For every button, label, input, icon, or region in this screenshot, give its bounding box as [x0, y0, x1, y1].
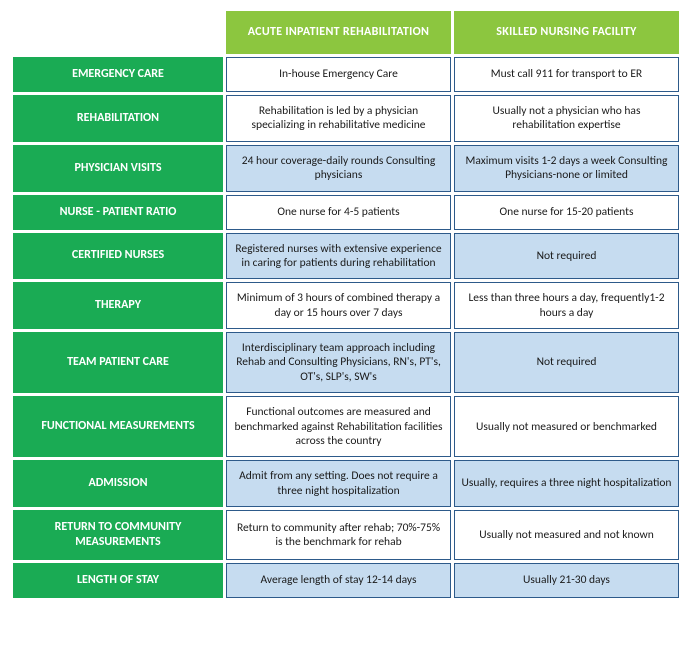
- cell: Usually 21-30 days: [454, 563, 679, 598]
- cell: Usually not measured or benchmarked: [454, 396, 679, 457]
- cell: Functional outcomes are measured and ben…: [226, 396, 451, 457]
- cell: Not required: [454, 233, 679, 280]
- table-row: TEAM PATIENT CAREInterdisciplinary team …: [13, 332, 679, 393]
- cell: Registered nurses with extensive experie…: [226, 233, 451, 280]
- table-row: REHABILITATIONRehabilitation is led by a…: [13, 95, 679, 142]
- cell: Interdisciplinary team approach includin…: [226, 332, 451, 393]
- row-header: NURSE - PATIENT RATIO: [13, 195, 223, 230]
- table-row: EMERGENCY CAREIn-house Emergency CareMus…: [13, 57, 679, 92]
- cell: Usually, requires a three night hospital…: [454, 460, 679, 507]
- col-header-acute: ACUTE INPATIENT REHABILITATION: [226, 11, 451, 54]
- cell: 24 hour coverage-daily rounds Consulting…: [226, 145, 451, 192]
- row-header: LENGTH OF STAY: [13, 563, 223, 598]
- cell: One nurse for 4-5 patients: [226, 195, 451, 230]
- row-header: CERTIFIED NURSES: [13, 233, 223, 280]
- row-header: ADMISSION: [13, 460, 223, 507]
- table-body: EMERGENCY CAREIn-house Emergency CareMus…: [13, 57, 679, 598]
- row-header: EMERGENCY CARE: [13, 57, 223, 92]
- cell: Minimum of 3 hours of combined therapy a…: [226, 282, 451, 329]
- cell: Usually not a physician who has rehabili…: [454, 95, 679, 142]
- corner-cell: [13, 11, 223, 54]
- cell: Admit from any setting. Does not require…: [226, 460, 451, 507]
- row-header: RETURN TO COMMUNITY MEASUREMENTS: [13, 510, 223, 560]
- row-header: TEAM PATIENT CARE: [13, 332, 223, 393]
- header-row: ACUTE INPATIENT REHABILITATION SKILLED N…: [13, 11, 679, 54]
- row-header: FUNCTIONAL MEASUREMENTS: [13, 396, 223, 457]
- comparison-table: ACUTE INPATIENT REHABILITATION SKILLED N…: [10, 8, 680, 601]
- cell: Usually not measured and not known: [454, 510, 679, 560]
- cell: Less than three hours a day, frequently1…: [454, 282, 679, 329]
- table-row: CERTIFIED NURSESRegistered nurses with e…: [13, 233, 679, 280]
- table-row: ADMISSIONAdmit from any setting. Does no…: [13, 460, 679, 507]
- cell: One nurse for 15-20 patients: [454, 195, 679, 230]
- row-header: THERAPY: [13, 282, 223, 329]
- cell: Maximum visits 1-2 days a week Consultin…: [454, 145, 679, 192]
- cell: Not required: [454, 332, 679, 393]
- table-row: THERAPYMinimum of 3 hours of combined th…: [13, 282, 679, 329]
- col-header-snf: SKILLED NURSING FACILITY: [454, 11, 679, 54]
- table-row: PHYSICIAN VISITS24 hour coverage-daily r…: [13, 145, 679, 192]
- table-row: FUNCTIONAL MEASUREMENTSFunctional outcom…: [13, 396, 679, 457]
- row-header: PHYSICIAN VISITS: [13, 145, 223, 192]
- cell: Rehabilitation is led by a physician spe…: [226, 95, 451, 142]
- cell: In-house Emergency Care: [226, 57, 451, 92]
- cell: Must call 911 for transport to ER: [454, 57, 679, 92]
- cell: Return to community after rehab; 70%-75%…: [226, 510, 451, 560]
- table-row: NURSE - PATIENT RATIOOne nurse for 4-5 p…: [13, 195, 679, 230]
- table-row: RETURN TO COMMUNITY MEASUREMENTSReturn t…: [13, 510, 679, 560]
- table-row: LENGTH OF STAYAverage length of stay 12-…: [13, 563, 679, 598]
- cell: Average length of stay 12-14 days: [226, 563, 451, 598]
- row-header: REHABILITATION: [13, 95, 223, 142]
